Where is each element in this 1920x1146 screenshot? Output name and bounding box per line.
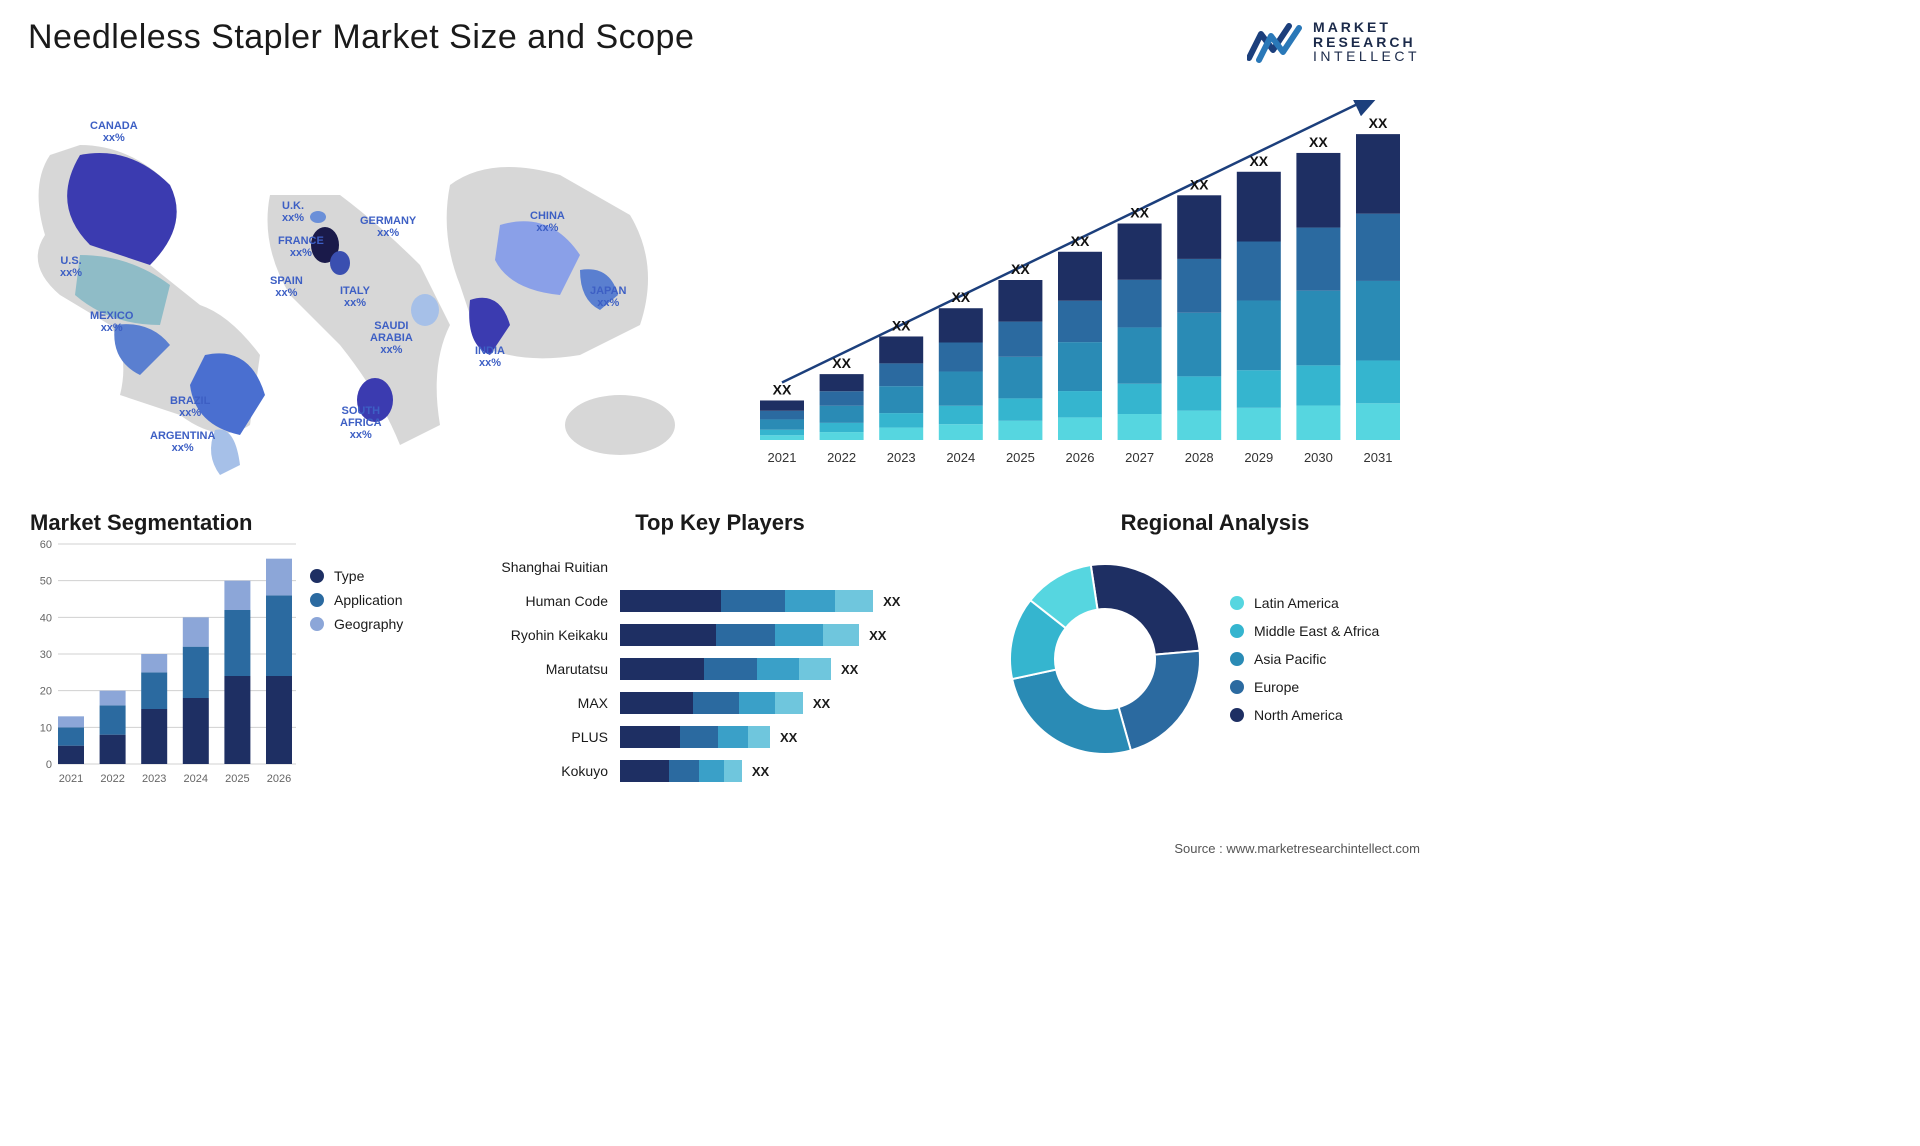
player-value-label: XX [883,594,900,609]
brand-logo: MARKET RESEARCH INTELLECT [1247,20,1420,64]
player-value-label: XX [869,628,886,643]
svg-text:2024: 2024 [946,450,975,465]
brand-line2: RESEARCH [1313,35,1420,50]
map-country-label: SOUTHAFRICAxx% [340,405,382,441]
players-title: Top Key Players [470,510,970,536]
regional-legend-item: Latin America [1230,595,1379,611]
player-bar-row [620,550,970,584]
svg-text:2031: 2031 [1364,450,1393,465]
page-title: Needleless Stapler Market Size and Scope [28,18,694,57]
map-country-label: U.S.xx% [60,255,82,279]
svg-text:50: 50 [40,576,52,588]
player-bar-row: XX [620,584,970,618]
svg-text:60: 60 [40,539,52,551]
map-country-label: SAUDIARABIAxx% [370,320,413,356]
source-attribution: Source : www.marketresearchintellect.com [1174,841,1420,856]
map-country-label: FRANCExx% [278,235,324,259]
svg-text:2021: 2021 [59,773,83,785]
players-section: Top Key Players Shanghai RuitianHuman Co… [470,510,970,788]
player-name: PLUS [470,720,608,754]
svg-text:XX: XX [1190,176,1209,192]
svg-text:XX: XX [951,289,970,305]
svg-text:2028: 2028 [1185,450,1214,465]
brand-mark-icon [1247,20,1303,64]
svg-text:XX: XX [1011,261,1030,277]
map-country-label: SPAINxx% [270,275,303,299]
world-map: CANADAxx% U.S.xx% MEXICOxx% BRAZILxx% ARGENT… [20,95,690,495]
regional-legend-item: Asia Pacific [1230,651,1379,667]
player-value-label: XX [813,696,830,711]
player-value-label: XX [752,764,769,779]
svg-text:XX: XX [1309,134,1328,150]
svg-text:10: 10 [40,722,52,734]
player-name: Shanghai Ruitian [470,550,608,584]
main-growth-chart: XX 2021 XX 2022 XX 2023 XX 2024 XX 2025 XX 2026 XX 20… [740,100,1420,470]
regional-section: Regional Analysis Latin America Middle Ea… [1000,510,1430,764]
svg-text:2024: 2024 [184,773,208,785]
map-country-label: INDIAxx% [475,345,505,369]
svg-text:2021: 2021 [768,450,797,465]
player-name: Kokuyo [470,754,608,788]
svg-text:2027: 2027 [1125,450,1154,465]
player-bar-row: XX [620,618,970,652]
map-country-label: CHINAxx% [530,210,565,234]
player-name: Marutatsu [470,652,608,686]
map-country-label: MEXICOxx% [90,310,133,334]
svg-text:XX: XX [773,381,792,397]
map-country-label: ITALYxx% [340,285,370,309]
map-country-label: BRAZILxx% [170,395,210,419]
players-bars-chart: XX XX XX XX XX XX [620,550,970,788]
player-value-label: XX [841,662,858,677]
svg-text:2029: 2029 [1244,450,1273,465]
brand-line1: MARKET [1313,20,1420,35]
svg-text:XX: XX [1249,153,1268,169]
segmentation-chart: 0 10 20 30 40 50 60 2021 2022 2023 2024 2025 2026 [30,536,300,786]
segmentation-legend-item: Geography [310,616,403,632]
player-name: Ryohin Keikaku [470,618,608,652]
svg-text:2022: 2022 [100,773,124,785]
regional-title: Regional Analysis [1000,510,1430,536]
svg-text:2022: 2022 [827,450,856,465]
svg-text:2025: 2025 [1006,450,1035,465]
player-bar-row: XX [620,652,970,686]
svg-text:2026: 2026 [1066,450,1095,465]
player-bar-row: XX [620,754,970,788]
regional-donut-chart [1000,554,1210,764]
segmentation-legend: Type Application Geography [310,560,403,640]
svg-text:XX: XX [1071,233,1090,249]
player-name: MAX [470,686,608,720]
svg-text:2023: 2023 [887,450,916,465]
svg-text:2025: 2025 [225,773,249,785]
map-country-label: U.K.xx% [282,200,304,224]
player-name: Human Code [470,584,608,618]
svg-text:20: 20 [40,686,52,698]
svg-text:XX: XX [892,317,911,333]
map-country-label: GERMANYxx% [360,215,416,239]
player-value-label: XX [780,730,797,745]
svg-text:XX: XX [1130,205,1149,221]
regional-legend-item: Europe [1230,679,1379,695]
regional-legend: Latin America Middle East & Africa Asia Pa… [1230,583,1379,735]
players-names: Shanghai RuitianHuman CodeRyohin Keikaku… [470,550,620,788]
segmentation-section: Market Segmentation 0 10 20 30 40 50 60 2021 202… [30,510,450,791]
regional-legend-item: Middle East & Africa [1230,623,1379,639]
svg-text:2023: 2023 [142,773,166,785]
regional-legend-item: North America [1230,707,1379,723]
player-bar-row: XX [620,686,970,720]
svg-text:2026: 2026 [267,773,291,785]
svg-text:30: 30 [40,649,52,661]
map-country-label: JAPANxx% [590,285,626,309]
segmentation-title: Market Segmentation [30,510,450,536]
map-country-label: ARGENTINAxx% [150,430,215,454]
segmentation-legend-item: Application [310,592,403,608]
player-bar-row: XX [620,720,970,754]
svg-text:40: 40 [40,612,52,624]
svg-text:XX: XX [832,355,851,371]
brand-line3: INTELLECT [1313,49,1420,64]
svg-text:2030: 2030 [1304,450,1333,465]
svg-text:XX: XX [1369,115,1388,131]
segmentation-legend-item: Type [310,568,403,584]
map-country-label: CANADAxx% [90,120,138,144]
svg-text:0: 0 [46,759,52,771]
